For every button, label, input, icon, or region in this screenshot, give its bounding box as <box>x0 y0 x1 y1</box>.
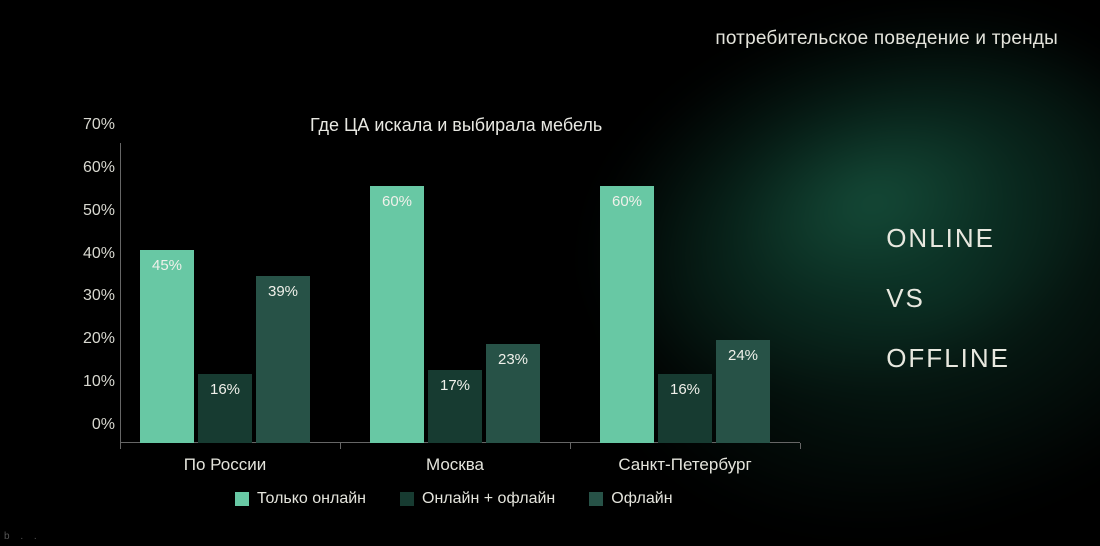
bar-value-label: 60% <box>600 193 654 210</box>
bar: 39% <box>256 276 310 443</box>
bar-group: 60%17%23%Москва <box>370 143 540 443</box>
legend-swatch <box>400 492 414 506</box>
x-tick-mark <box>120 443 121 449</box>
chart-legend: Только онлайн Онлайн + офлайн Офлайн <box>235 490 673 508</box>
legend-item: Только онлайн <box>235 490 366 508</box>
bar-value-label: 60% <box>370 193 424 210</box>
bar-value-label: 45% <box>140 257 194 274</box>
chart-title: Где ЦА искала и выбирала мебель <box>310 115 602 136</box>
side-title: ONLINE VS OFFLINE <box>886 225 1010 405</box>
y-tick-label: 10% <box>65 373 115 391</box>
bar: 16% <box>198 374 252 443</box>
legend-item: Офлайн <box>589 490 672 508</box>
bar-value-label: 17% <box>428 377 482 394</box>
bar-group: 45%16%39%По России <box>140 143 310 443</box>
bar: 24% <box>716 340 770 443</box>
side-line-vs: VS <box>886 285 1010 311</box>
bar: 17% <box>428 370 482 443</box>
legend-label: Онлайн + офлайн <box>422 490 555 508</box>
bar-value-label: 16% <box>198 381 252 398</box>
y-axis <box>120 143 121 449</box>
y-tick-label: 30% <box>65 287 115 305</box>
bar: 60% <box>600 186 654 443</box>
bar: 45% <box>140 250 194 443</box>
x-tick-mark <box>340 443 341 449</box>
bar: 60% <box>370 186 424 443</box>
category-label: Санкт-Петербург <box>618 455 751 475</box>
page-subtitle: потребительское поведение и тренды <box>715 28 1058 50</box>
legend-item: Онлайн + офлайн <box>400 490 555 508</box>
legend-label: Офлайн <box>611 490 672 508</box>
y-tick-label: 60% <box>65 159 115 177</box>
bar-group: 60%16%24%Санкт-Петербург <box>600 143 770 443</box>
y-tick-label: 50% <box>65 202 115 220</box>
bar: 16% <box>658 374 712 443</box>
chart-plot: 0%10%20%30%40%50%60%70%45%16%39%По Росси… <box>120 143 800 443</box>
side-line-offline: OFFLINE <box>886 345 1010 371</box>
y-tick-label: 0% <box>65 416 115 434</box>
bar-value-label: 24% <box>716 347 770 364</box>
legend-swatch <box>235 492 249 506</box>
corner-indicator: b . . <box>4 531 41 542</box>
bar-value-label: 16% <box>658 381 712 398</box>
bar-value-label: 23% <box>486 351 540 368</box>
y-tick-label: 20% <box>65 330 115 348</box>
y-tick-label: 70% <box>65 116 115 134</box>
bar-value-label: 39% <box>256 283 310 300</box>
legend-label: Только онлайн <box>257 490 366 508</box>
category-label: Москва <box>426 455 484 475</box>
x-tick-mark <box>800 443 801 449</box>
side-line-online: ONLINE <box>886 225 1010 251</box>
legend-swatch <box>589 492 603 506</box>
category-label: По России <box>184 455 266 475</box>
chart-container: Где ЦА искала и выбирала мебель 0% 10% 20%… <box>60 115 810 515</box>
y-tick-label: 40% <box>65 245 115 263</box>
bar: 23% <box>486 344 540 443</box>
x-tick-mark <box>570 443 571 449</box>
